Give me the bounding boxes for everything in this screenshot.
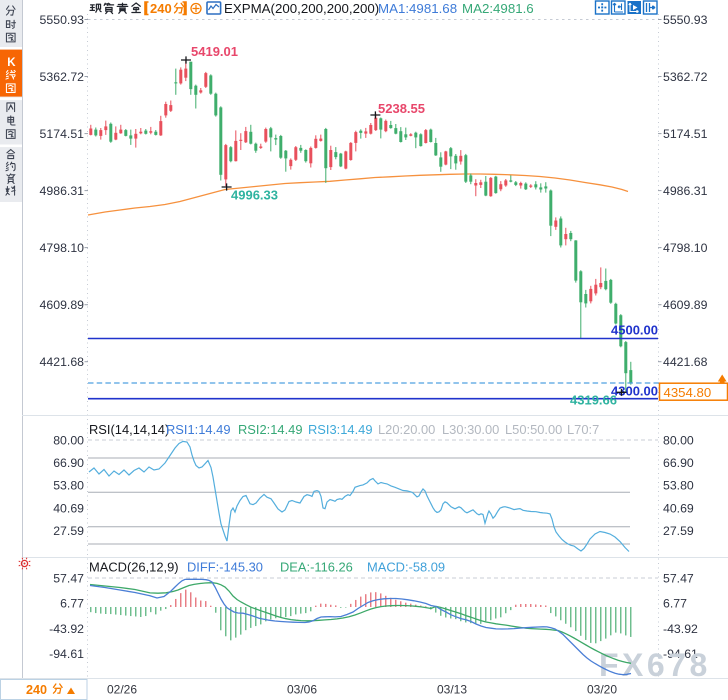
svg-text:5174.51: 5174.51 — [663, 127, 708, 141]
svg-text:03/06: 03/06 — [287, 683, 317, 697]
svg-text:RSI2:14.49: RSI2:14.49 — [238, 422, 303, 437]
svg-text:4798.10: 4798.10 — [663, 241, 708, 255]
svg-text:5362.72: 5362.72 — [40, 70, 85, 84]
svg-text:5550.93: 5550.93 — [663, 13, 708, 27]
svg-text:-94.61: -94.61 — [663, 647, 698, 661]
svg-text:240: 240 — [26, 683, 47, 697]
svg-text:66.90: 66.90 — [53, 456, 84, 470]
svg-text:5362.72: 5362.72 — [663, 70, 708, 84]
svg-text:5550.93: 5550.93 — [40, 13, 85, 27]
svg-text:L20:20.00: L20:20.00 — [378, 422, 435, 437]
svg-text:4421.68: 4421.68 — [40, 355, 85, 369]
svg-text:RSI3:14.49: RSI3:14.49 — [308, 422, 373, 437]
svg-text:L70:7: L70:7 — [567, 422, 599, 437]
svg-text:4300.00: 4300.00 — [611, 384, 658, 399]
svg-text:02/26: 02/26 — [107, 683, 137, 697]
svg-text:6.77: 6.77 — [60, 597, 84, 611]
svg-text:MA1:4981.68: MA1:4981.68 — [378, 1, 457, 16]
svg-text:DIFF:-145.30: DIFF:-145.30 — [187, 560, 263, 575]
svg-text:RSI(14,14,14): RSI(14,14,14) — [89, 422, 169, 437]
svg-text:5174.51: 5174.51 — [40, 127, 85, 141]
svg-text:27.59: 27.59 — [663, 524, 694, 538]
svg-text:RSI1:14.49: RSI1:14.49 — [166, 422, 231, 437]
svg-text:4996.33: 4996.33 — [231, 188, 278, 203]
svg-text:-94.61: -94.61 — [49, 647, 84, 661]
svg-text:FX678: FX678 — [599, 647, 711, 683]
svg-text:40.69: 40.69 — [663, 501, 694, 515]
svg-text:80.00: 80.00 — [53, 433, 84, 447]
svg-text:53.80: 53.80 — [663, 479, 694, 493]
svg-text:4609.89: 4609.89 — [663, 298, 708, 312]
svg-text:4500.00: 4500.00 — [611, 323, 658, 338]
svg-text:DEA:-116.26: DEA:-116.26 — [280, 560, 353, 575]
svg-text:K: K — [7, 57, 16, 69]
svg-text:4986.31: 4986.31 — [663, 184, 708, 198]
svg-text:5238.55: 5238.55 — [378, 101, 425, 116]
svg-text:57.47: 57.47 — [663, 571, 694, 585]
svg-text:240: 240 — [150, 1, 172, 16]
svg-text:53.80: 53.80 — [53, 479, 84, 493]
svg-text:MACD(26,12,9): MACD(26,12,9) — [89, 560, 179, 575]
svg-text:4798.10: 4798.10 — [40, 241, 85, 255]
svg-text:4421.68: 4421.68 — [663, 355, 708, 369]
svg-text:L30:30.00: L30:30.00 — [442, 422, 499, 437]
svg-text:4609.89: 4609.89 — [40, 298, 85, 312]
svg-text:-43.92: -43.92 — [663, 622, 698, 636]
svg-text:40.69: 40.69 — [53, 501, 84, 515]
svg-text:L50:50.00: L50:50.00 — [505, 422, 562, 437]
svg-text:03/13: 03/13 — [437, 683, 467, 697]
svg-text:80.00: 80.00 — [663, 433, 694, 447]
svg-text:-43.92: -43.92 — [49, 622, 84, 636]
svg-text:4354.80: 4354.80 — [664, 385, 712, 400]
svg-text:5419.01: 5419.01 — [191, 44, 238, 59]
svg-text:66.90: 66.90 — [663, 456, 694, 470]
svg-text:EXPMA(200,200,200,200): EXPMA(200,200,200,200) — [224, 1, 379, 16]
svg-text:MACD:-58.09: MACD:-58.09 — [367, 560, 445, 575]
svg-text:03/20: 03/20 — [587, 683, 617, 697]
svg-text:6.77: 6.77 — [663, 597, 687, 611]
svg-text:4986.31: 4986.31 — [40, 184, 85, 198]
svg-text:4319.66: 4319.66 — [570, 393, 617, 408]
svg-text:MA2:4981.6: MA2:4981.6 — [462, 1, 534, 16]
svg-text:27.59: 27.59 — [53, 524, 84, 538]
svg-text:57.47: 57.47 — [53, 571, 84, 585]
